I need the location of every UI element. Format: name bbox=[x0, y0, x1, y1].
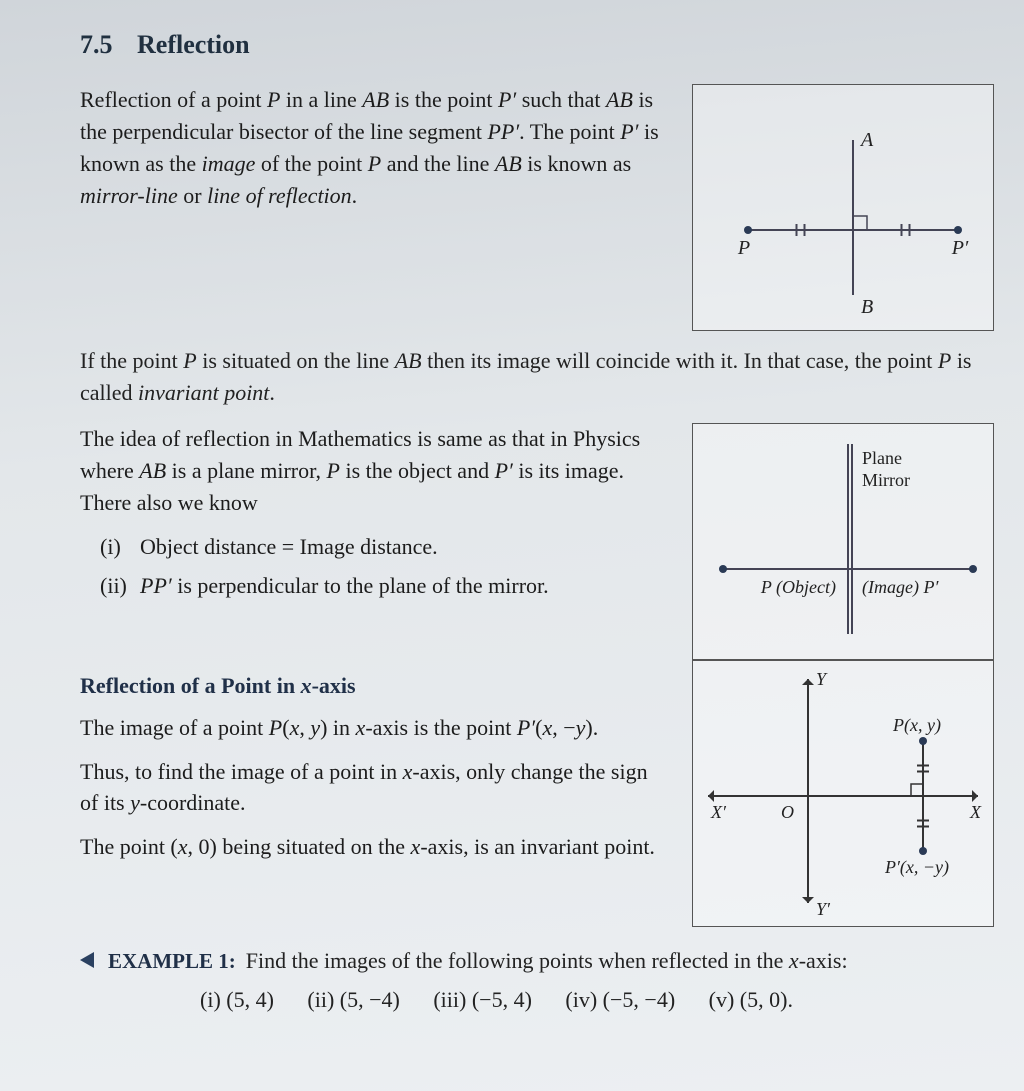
svg-text:P: P bbox=[737, 237, 750, 259]
triangle-icon bbox=[80, 952, 94, 968]
row-intro: Reflection of a point P in a line AB is … bbox=[80, 84, 994, 331]
example-block: EXAMPLE 1: Find the images of the follow… bbox=[80, 945, 994, 977]
svg-text:O: O bbox=[781, 802, 794, 822]
svg-text:A: A bbox=[859, 129, 874, 151]
svg-text:B: B bbox=[861, 296, 873, 318]
section-title: Reflection bbox=[137, 30, 250, 59]
svg-text:Mirror: Mirror bbox=[862, 470, 910, 490]
svg-text:P′: P′ bbox=[951, 237, 969, 259]
section-heading: 7.5 Reflection bbox=[80, 30, 994, 60]
svg-text:Plane: Plane bbox=[862, 448, 902, 468]
example-text: Find the images of the following points … bbox=[246, 945, 848, 977]
para-6: The point (x, 0) being situated on the x… bbox=[80, 831, 666, 863]
option-ii: (ii) (5, −4) bbox=[307, 987, 399, 1013]
svg-text:P(x, y): P(x, y) bbox=[892, 715, 941, 736]
row-xaxis: Reflection of a Point in x-axis The imag… bbox=[80, 660, 994, 927]
example-options: (i) (5, 4) (ii) (5, −4) (iii) (−5, 4) (i… bbox=[80, 987, 994, 1013]
list-item-i: (i)Object distance = Image distance. bbox=[100, 530, 666, 563]
subheading-xaxis: Reflection of a Point in x-axis bbox=[80, 670, 666, 702]
intro-text: Reflection of a point P in a line AB is … bbox=[80, 84, 666, 224]
para-5: Thus, to find the image of a point in x-… bbox=[80, 756, 666, 820]
figure-reflection-line: A B P P′ bbox=[692, 84, 994, 331]
svg-text:Y: Y bbox=[816, 669, 828, 689]
svg-text:P (Object): P (Object) bbox=[760, 577, 836, 598]
section-number: 7.5 bbox=[80, 30, 113, 59]
physics-text: The idea of reflection in Mathematics is… bbox=[80, 423, 666, 617]
row-physics: The idea of reflection in Mathematics is… bbox=[80, 423, 994, 660]
svg-text:X: X bbox=[969, 802, 982, 822]
page: 7.5 Reflection Reflection of a point P i… bbox=[0, 0, 1024, 1091]
list-item-ii: (ii)PP′ is perpendicular to the plane of… bbox=[100, 569, 666, 602]
para-2: If the point P is situated on the line A… bbox=[80, 345, 994, 409]
analogy-list: (i)Object distance = Image distance. (ii… bbox=[80, 530, 666, 602]
option-i: (i) (5, 4) bbox=[200, 987, 274, 1013]
para-3: The idea of reflection in Mathematics is… bbox=[80, 423, 666, 519]
option-v: (v) (5, 0). bbox=[709, 987, 793, 1013]
para-1: Reflection of a point P in a line AB is … bbox=[80, 84, 666, 212]
figure-plane-mirror: PlaneMirror P (Object) (Image) P′ bbox=[692, 423, 994, 660]
svg-text:X′: X′ bbox=[710, 802, 727, 822]
example-label: EXAMPLE 1: bbox=[108, 949, 236, 974]
figure-xaxis-reflection: Y Y′ X X′ O P(x, y) P′(x, −y) bbox=[692, 660, 994, 927]
svg-text:P′(x, −y): P′(x, −y) bbox=[884, 857, 949, 878]
option-iii: (iii) (−5, 4) bbox=[433, 987, 532, 1013]
xaxis-text: Reflection of a Point in x-axis The imag… bbox=[80, 660, 666, 875]
svg-text:(Image) P′: (Image) P′ bbox=[862, 577, 939, 598]
svg-text:Y′: Y′ bbox=[816, 899, 831, 919]
option-iv: (iv) (−5, −4) bbox=[565, 987, 675, 1013]
para-4: The image of a point P(x, y) in x-axis i… bbox=[80, 712, 666, 744]
